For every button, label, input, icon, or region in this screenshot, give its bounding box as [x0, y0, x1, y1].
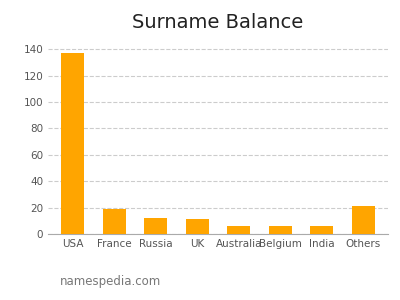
Bar — [62, 53, 84, 234]
Bar — [103, 209, 126, 234]
Bar — [227, 226, 250, 234]
Title: Surname Balance: Surname Balance — [132, 13, 304, 32]
Bar — [352, 206, 374, 234]
Bar — [269, 226, 292, 234]
Bar — [186, 220, 209, 234]
Text: namespedia.com: namespedia.com — [60, 275, 161, 288]
Bar — [144, 218, 167, 234]
Bar — [310, 226, 333, 234]
